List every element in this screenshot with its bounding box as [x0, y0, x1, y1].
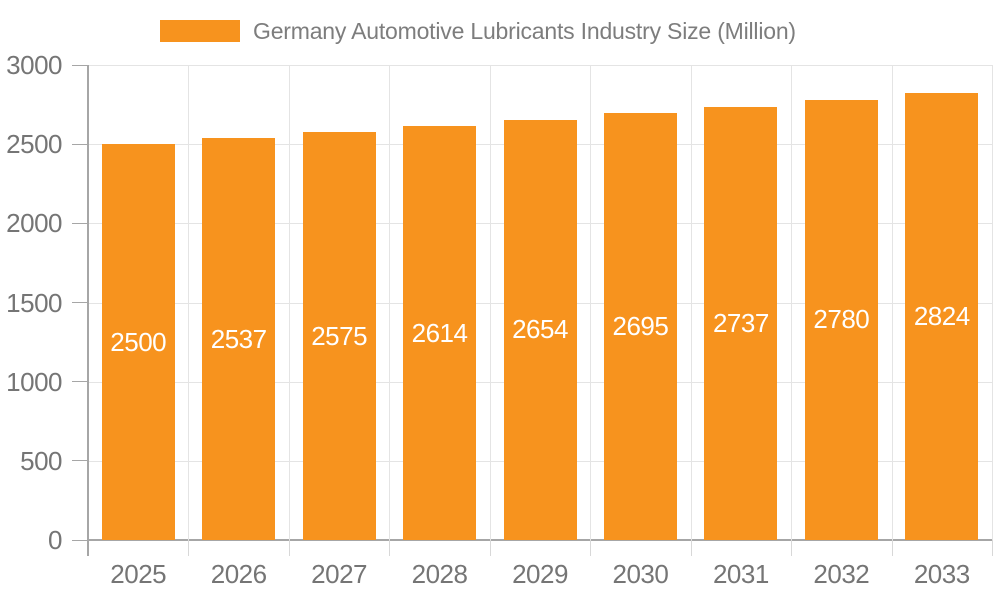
x-axis-tick — [690, 540, 692, 556]
gridline-vertical — [891, 65, 893, 540]
x-axis-tick — [590, 540, 592, 556]
y-axis-tick — [72, 460, 88, 462]
gridline-vertical — [489, 65, 491, 540]
bar-2028: 2614 — [403, 126, 477, 540]
bar-2029: 2654 — [503, 119, 577, 540]
bar-2031: 2737 — [704, 106, 778, 540]
x-axis-tick — [891, 540, 893, 556]
x-axis-tick-label: 2027 — [311, 559, 368, 589]
y-axis-tick — [72, 302, 88, 303]
gridline-vertical — [288, 65, 290, 540]
y-axis-tick-label: 2000 — [6, 208, 62, 239]
legend-swatch-icon — [160, 20, 240, 42]
bar-2027: 2575 — [302, 132, 376, 540]
gridline-vertical — [188, 65, 190, 540]
bar-2030: 2695 — [603, 113, 677, 540]
y-axis-tick-label: 0 — [48, 525, 62, 555]
y-axis-tick — [72, 222, 88, 224]
bar-2026: 2537 — [202, 138, 276, 540]
bar-2032: 2780 — [804, 99, 878, 540]
y-axis-tick — [72, 64, 88, 66]
x-axis-tick — [992, 540, 993, 556]
bar-2030-text: 2695 — [612, 311, 669, 342]
y-axis-tick — [72, 143, 88, 145]
y-axis-tick-label: 2500 — [6, 129, 62, 160]
x-axis-tick — [389, 540, 391, 556]
bar-2031-text: 2737 — [712, 307, 769, 338]
y-axis-tick-label: 1000 — [6, 366, 62, 397]
bar-2025-text: 2500 — [110, 326, 167, 357]
gridline-vertical — [690, 65, 692, 540]
x-axis-tick-label: 2030 — [612, 559, 669, 589]
x-axis-tick — [288, 540, 290, 556]
x-axis-tick-label: 2032 — [813, 559, 870, 589]
y-axis-tick-label: 3000 — [6, 50, 62, 80]
bar-2033: 2824 — [905, 92, 979, 540]
bar-2027-text: 2575 — [311, 320, 368, 351]
legend-series-label: Germany Automotive Lubricants Industry S… — [253, 17, 796, 44]
bar-2025: 2500 — [101, 144, 175, 540]
bar-2029-text: 2654 — [512, 314, 568, 345]
x-axis-tick-label: 2033 — [913, 559, 970, 589]
bar-2033-text: 2824 — [913, 300, 970, 331]
x-axis-tick-label: 2031 — [712, 559, 769, 589]
bar-2032-text: 2780 — [813, 304, 870, 335]
gridline-vertical — [590, 65, 592, 540]
bar-2026-text: 2537 — [210, 323, 267, 354]
x-axis-line — [88, 539, 992, 541]
gridline-vertical — [791, 65, 793, 540]
y-axis-line — [87, 65, 89, 556]
gridline-vertical — [992, 65, 993, 540]
x-axis-tick-label: 2028 — [411, 559, 468, 589]
x-axis-tick-label: 2025 — [110, 559, 167, 589]
x-axis-tick — [489, 540, 491, 556]
gridline-vertical — [389, 65, 391, 540]
bar-2028-text: 2614 — [411, 317, 468, 348]
gridline-horizontal — [88, 65, 992, 66]
x-axis-tick-label: 2029 — [512, 559, 568, 589]
y-axis-tick — [72, 539, 88, 541]
x-axis-tick-label: 2026 — [210, 559, 267, 589]
x-axis-tick — [791, 540, 793, 556]
y-axis-tick — [72, 381, 88, 383]
y-axis-tick-label: 500 — [20, 445, 62, 476]
legend[interactable]: Germany Automotive Lubricants Industry S… — [160, 15, 796, 47]
x-axis-tick — [188, 540, 190, 556]
y-axis-tick-label: 1500 — [6, 287, 62, 318]
